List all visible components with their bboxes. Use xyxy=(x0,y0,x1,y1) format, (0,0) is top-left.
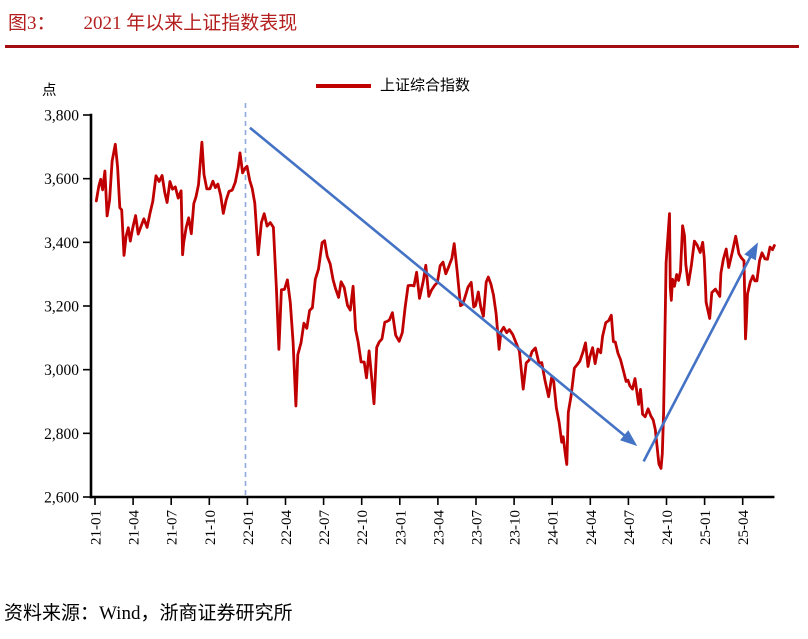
figure-number: 图3： xyxy=(8,13,56,34)
y-tick-label: 3,600 xyxy=(44,171,79,188)
y-tick-label: 2,800 xyxy=(44,426,79,443)
x-tick-label: 25-01 xyxy=(698,510,714,545)
figure-header: 图3： 2021 年以来上证指数表现 xyxy=(8,8,297,35)
y-tick-label: 3,200 xyxy=(44,299,79,316)
x-tick-label: 21-07 xyxy=(165,510,181,545)
x-tick-label: 24-04 xyxy=(584,510,600,545)
trend-arrow-up-head xyxy=(744,242,758,261)
x-tick-label: 23-10 xyxy=(508,510,524,545)
x-tick-label: 25-04 xyxy=(736,510,752,545)
x-tick-label: 21-04 xyxy=(127,510,143,545)
series-line-sse-composite xyxy=(94,140,776,470)
trend-arrow-up-line xyxy=(642,247,757,462)
y-tick-label: 3,000 xyxy=(44,362,79,379)
y-axis-unit-label: 点 xyxy=(42,83,57,99)
x-tick-label: 22-04 xyxy=(279,510,295,545)
x-tick-label: 24-07 xyxy=(622,510,638,545)
y-tick-label: 3,400 xyxy=(44,235,79,252)
legend-series-label: 上证综合指数 xyxy=(380,78,471,94)
y-tick-label: 3,800 xyxy=(44,108,79,125)
x-tick-label: 23-07 xyxy=(470,510,486,545)
y-tick-label: 2,600 xyxy=(44,490,79,507)
x-tick-label: 23-04 xyxy=(431,510,447,545)
x-tick-label: 23-01 xyxy=(393,510,409,545)
figure-title: 2021 年以来上证指数表现 xyxy=(83,13,298,34)
x-tick-label: 21-10 xyxy=(203,510,219,545)
x-tick-label: 24-01 xyxy=(546,510,562,545)
x-tick-label: 22-01 xyxy=(241,510,257,545)
chart-legend: 上证综合指数 xyxy=(316,77,470,96)
source-note: 资料来源：Wind，浙商证券研究所 xyxy=(4,603,293,624)
x-tick-label: 22-10 xyxy=(355,510,371,545)
trend-arrow-down-head xyxy=(620,430,638,447)
sse-index-line-chart: 2,600 2,800 3,000 3,200 3,400 3,600 3,800 21-01… xyxy=(44,103,776,545)
x-tick-label: 24-10 xyxy=(660,510,676,545)
x-tick-label: 21-01 xyxy=(89,510,105,545)
x-tick-label: 22-07 xyxy=(317,510,333,545)
header-divider xyxy=(5,45,799,48)
legend-line-swatch xyxy=(316,84,371,88)
trend-arrow-down-line xyxy=(249,126,634,444)
